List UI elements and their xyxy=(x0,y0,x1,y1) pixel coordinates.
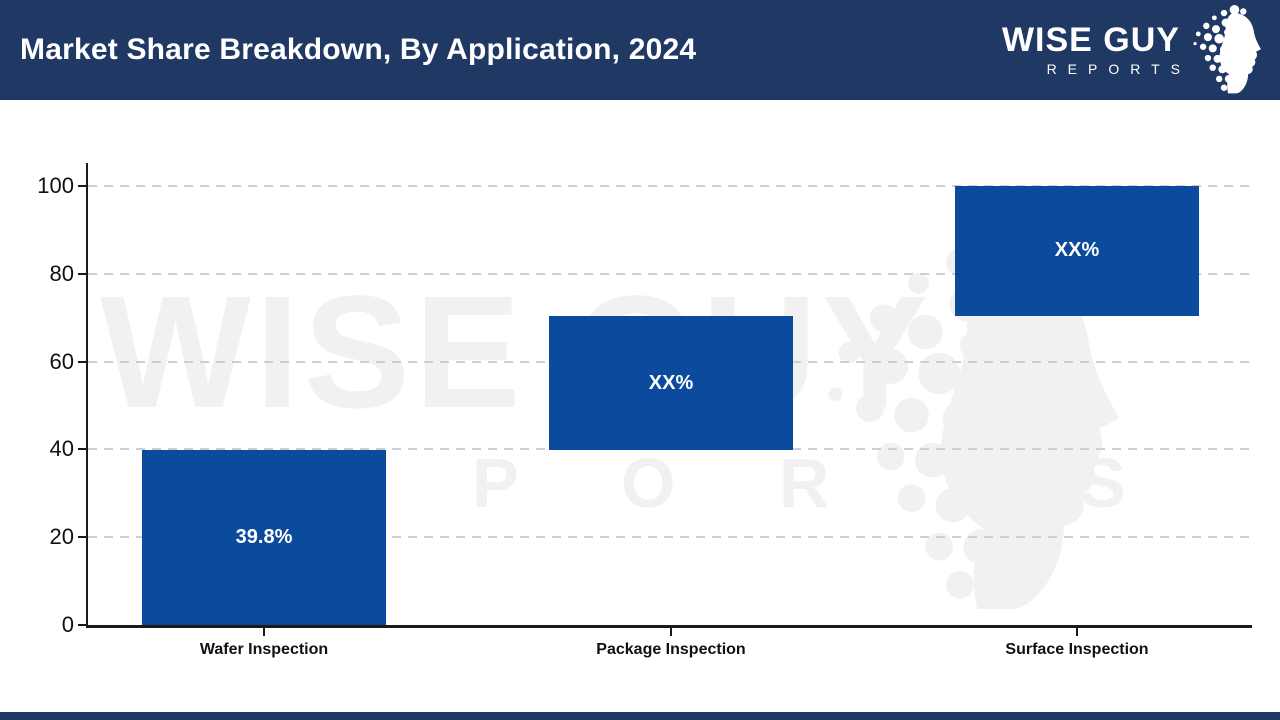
y-tick-label-0: 0 xyxy=(61,612,74,637)
y-tick-label-100: 100 xyxy=(37,173,74,198)
y-tick-100 xyxy=(78,185,88,187)
y-tick-label-60: 60 xyxy=(49,348,74,374)
brand-subname: REPORTS xyxy=(1046,60,1191,77)
x-axis-label-surface-inspection: Surface Inspection xyxy=(1005,641,1149,658)
y-tick-20 xyxy=(78,536,88,539)
y-tick-label-80: 80 xyxy=(49,260,74,286)
header-bar: Market Share Breakdown, By Application, … xyxy=(0,0,1280,100)
bar-value-label-wafer-inspection: 39.8% xyxy=(235,526,293,549)
y-tick-60 xyxy=(78,360,88,363)
bar-package-inspection: XX% xyxy=(549,315,793,451)
bar-wafer-inspection: 39.8% xyxy=(142,450,386,625)
x-axis-label-wafer-inspection: Wafer Inspection xyxy=(199,641,329,658)
bar-surface-inspection: XX% xyxy=(955,186,1199,316)
y-tick-40 xyxy=(78,448,88,451)
x-tick-wafer-inspection xyxy=(263,628,265,636)
bar-value-label-package-inspection: XX% xyxy=(648,371,694,394)
page-title: Market Share Breakdown, By Application, … xyxy=(20,33,697,66)
x-tick-package-inspection xyxy=(670,628,672,636)
brand-name: WISE GUY xyxy=(1001,21,1180,60)
brand-logo-text: WISE GUY REPORTS xyxy=(1001,21,1180,76)
x-axis-label-package-inspection: Package Inspection xyxy=(596,641,746,658)
footer-bar xyxy=(0,712,1280,720)
x-axis-line xyxy=(86,625,1252,628)
chart-canvas: WISE GUY R E P O R T S 0 20 40 60 80 100 39.8%… xyxy=(0,100,1280,712)
brand-logo: WISE GUY REPORTS xyxy=(1002,4,1266,96)
gridline-20 xyxy=(88,536,1252,539)
dotted-head-logo-icon xyxy=(1182,5,1266,95)
y-tick-0 xyxy=(78,624,88,626)
y-tick-80 xyxy=(78,272,88,275)
plot-area: 0 20 40 60 80 100 39.8% XX% XX% Wafer Inspection P… xyxy=(0,100,1280,712)
bar-value-label-surface-inspection: XX% xyxy=(1054,239,1100,262)
y-tick-label-40: 40 xyxy=(49,436,74,462)
gridline-80 xyxy=(88,272,1252,275)
y-tick-label-20: 20 xyxy=(49,524,74,550)
gridline-100 xyxy=(88,185,1252,187)
x-tick-surface-inspection xyxy=(1076,628,1078,636)
y-axis-line xyxy=(86,163,88,625)
